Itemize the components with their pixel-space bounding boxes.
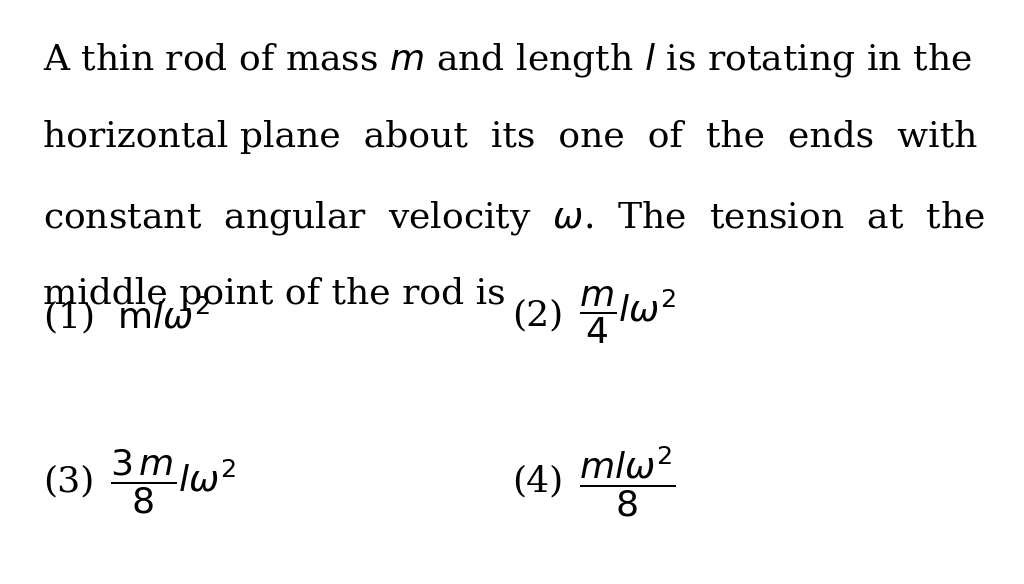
Text: horizontal plane  about  its  one  of  the  ends  with: horizontal plane about its one of the en… xyxy=(43,120,977,154)
Text: (1)  $\mathrm{m}l\omega^2$: (1) $\mathrm{m}l\omega^2$ xyxy=(43,295,210,336)
Text: (3): (3) xyxy=(43,465,94,499)
Text: A thin rod of mass $m$ and length $l$ is rotating in the: A thin rod of mass $m$ and length $l$ is… xyxy=(43,41,972,79)
Text: $\dfrac{ml\omega^2}{8}$: $\dfrac{ml\omega^2}{8}$ xyxy=(579,444,675,519)
Text: $\dfrac{m}{4}l\omega^2$: $\dfrac{m}{4}l\omega^2$ xyxy=(579,285,676,346)
Text: (2): (2) xyxy=(512,298,563,332)
Text: constant  angular  velocity  $\omega$.  The  tension  at  the: constant angular velocity $\omega$. The … xyxy=(43,199,985,237)
Text: (4): (4) xyxy=(512,465,563,499)
Text: middle point of the rod is: middle point of the rod is xyxy=(43,277,506,311)
Text: $\dfrac{3\,m}{8}l\omega^2$: $\dfrac{3\,m}{8}l\omega^2$ xyxy=(110,448,236,516)
